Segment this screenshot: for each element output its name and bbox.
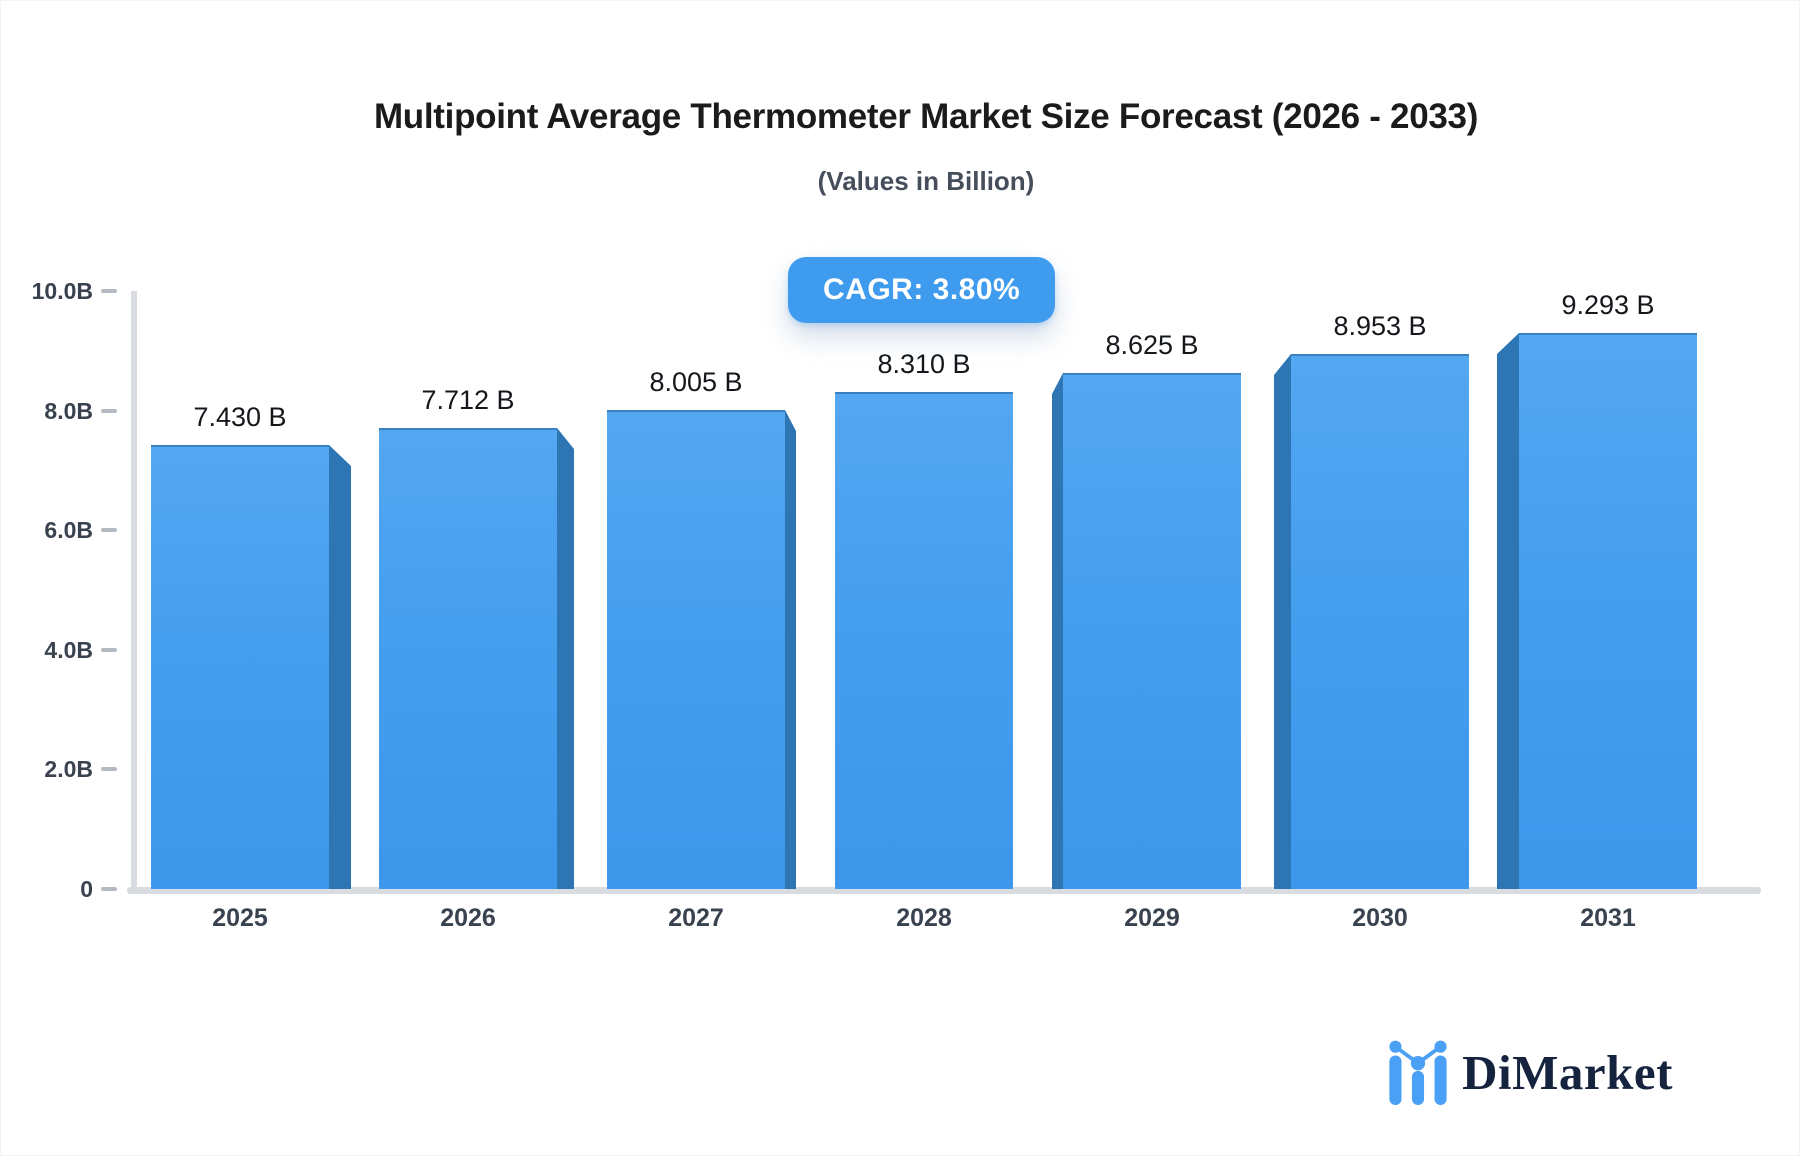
bar-2029 — [1063, 373, 1241, 889]
bar-value-label: 8.005 B — [649, 367, 743, 397]
bar-2028 — [835, 392, 1013, 889]
x-axis-label: 2027 — [668, 904, 724, 932]
bar-2025 — [151, 445, 329, 889]
brand-logo: DiMarket — [1387, 1039, 1673, 1105]
y-axis-tick-label: 6.0B — [44, 517, 93, 544]
x-axis-baseline — [127, 887, 1761, 894]
bar-2030 — [1291, 354, 1469, 889]
bar-2027 — [607, 410, 785, 889]
x-axis-label: 2028 — [896, 904, 952, 932]
x-axis-label: 2030 — [1352, 904, 1408, 932]
bar-side-3d — [1497, 333, 1519, 889]
bar-side-3d — [1274, 354, 1291, 889]
y-axis-tick — [101, 528, 117, 533]
bar-value-label: 8.625 B — [1105, 330, 1199, 360]
bar-side-3d — [1052, 373, 1063, 889]
brand-logo-text: DiMarket — [1462, 1044, 1673, 1100]
bar-line-chart-icon — [1389, 1040, 1447, 1105]
bar-value-label: 8.953 B — [1333, 311, 1427, 341]
y-axis-tick-label: 4.0B — [44, 636, 93, 663]
bar-2031 — [1519, 333, 1697, 889]
cagr-badge: CAGR: 3.80% — [788, 257, 1056, 323]
y-axis-tick — [101, 887, 117, 891]
y-axis-tick-label: 2.0B — [44, 756, 93, 783]
y-axis-tick — [101, 289, 117, 293]
bar-2026 — [379, 428, 557, 889]
bar-side-3d — [557, 428, 574, 889]
bar-value-label: 9.293 B — [1561, 290, 1655, 320]
y-axis-tick — [101, 647, 117, 652]
x-axis-label: 2029 — [1124, 904, 1180, 932]
bar-side-3d — [329, 445, 351, 889]
y-axis-line — [131, 291, 137, 889]
y-axis-tick-label: 0 — [80, 876, 93, 902]
x-axis-label: 2031 — [1580, 904, 1636, 932]
bar-value-label: 7.712 B — [421, 385, 515, 415]
y-axis-tick-label: 10.0B — [31, 278, 93, 304]
x-axis-label: 2025 — [212, 904, 268, 932]
chart-subtitle: (Values in Billion) — [817, 166, 1035, 196]
bar-value-label: 8.310 B — [877, 349, 971, 379]
plot-area: 10.0B 8.0B 6.0B 4.0B 2.0B 0 7.430 B 2025 7.712 B… — [32, 278, 1761, 932]
bar-value-label: 7.430 B — [193, 402, 287, 432]
y-axis-tick — [101, 767, 117, 772]
bar-side-3d — [785, 410, 796, 889]
y-axis-tick-label: 8.0B — [44, 397, 93, 424]
chart-title: Multipoint Average Thermometer Market Si… — [373, 97, 1479, 136]
x-axis-label: 2026 — [440, 904, 496, 932]
y-axis-tick — [101, 408, 117, 413]
